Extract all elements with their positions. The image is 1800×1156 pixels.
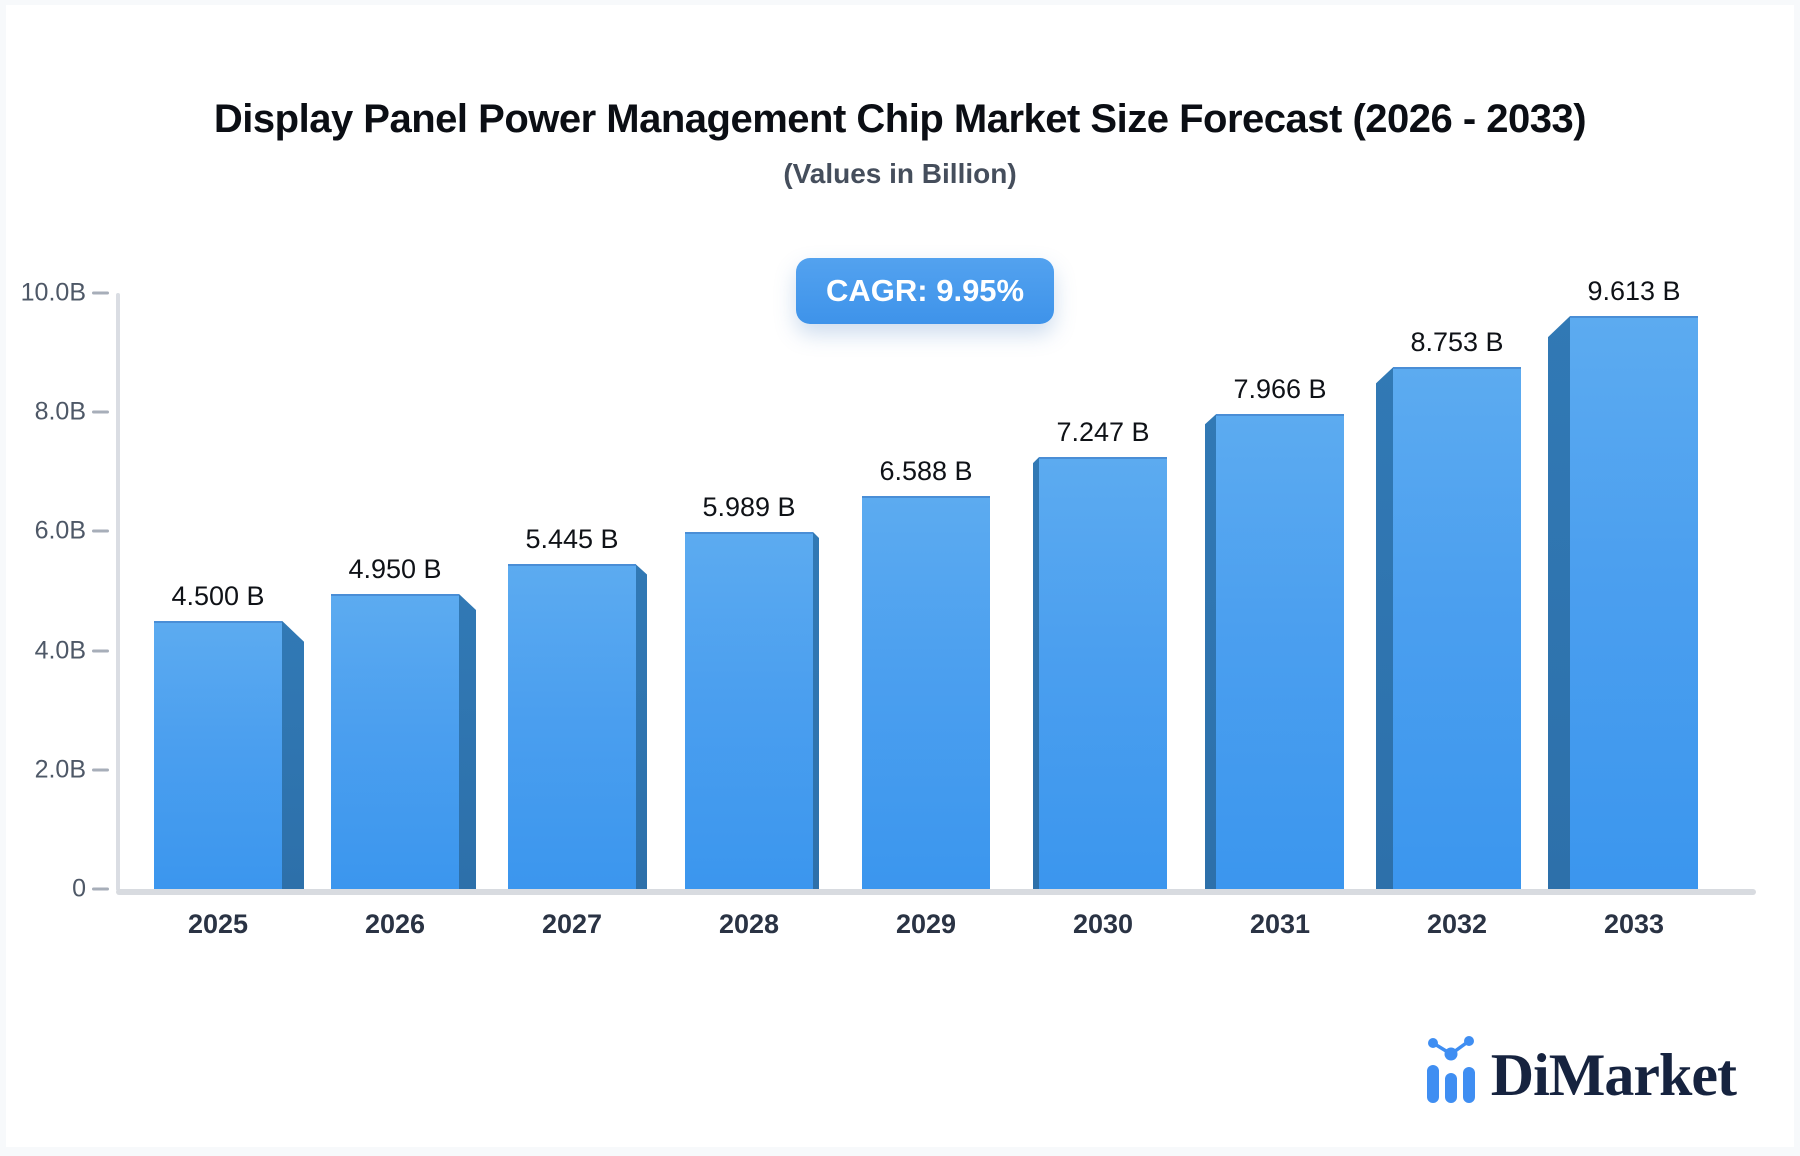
bar-face [862, 496, 990, 889]
bar-2030: 7.247 B 2030 [1033, 417, 1167, 939]
bar-face [331, 593, 459, 889]
y-axis-tick-label: 8.0B [34, 397, 86, 426]
bar-face [154, 620, 282, 889]
chart-card: Display Panel Power Management Chip Mark… [6, 5, 1794, 1147]
y-axis-tick-label: 0 [72, 874, 86, 903]
bar-face [1570, 316, 1698, 889]
bar-2028: 5.989 B 2028 [685, 492, 819, 939]
bar-value-label: 4.500 B [171, 580, 265, 611]
chart-title: Display Panel Power Management Chip Mark… [213, 97, 1587, 141]
x-axis-baseline [116, 889, 1756, 895]
chart-header: Display Panel Power Management Chip Mark… [6, 97, 1794, 190]
bar-2032: 8.753 B 2032 [1376, 327, 1521, 939]
bar-side-3d [1548, 316, 1570, 889]
y-axis-tick-mark [92, 887, 109, 891]
x-axis-category-label: 2030 [1072, 908, 1134, 939]
bar-side-3d [1376, 367, 1393, 889]
bar-side-3d [282, 620, 304, 889]
bar-2031: 7.966 B 2031 [1205, 374, 1344, 939]
bar-value-label: 5.989 B [702, 492, 796, 523]
x-axis-category-label: 2029 [895, 908, 957, 939]
bar-line-chart-icon [1426, 1036, 1475, 1103]
chart-subtitle: (Values in Billion) [783, 158, 1017, 189]
dimarket-logo: DiMarket [1425, 1033, 1737, 1108]
bar-2026: 4.950 B 2026 [331, 554, 476, 939]
x-axis-category-label: 2027 [541, 908, 603, 939]
y-axis-tick-mark [92, 410, 109, 414]
bar-face [685, 532, 813, 889]
bar-face [1216, 414, 1344, 889]
x-axis-category-label: 2032 [1426, 908, 1488, 939]
y-axis-tick-mark [92, 291, 109, 295]
x-axis-category-label: 2028 [718, 908, 780, 939]
logo-text: DiMarket [1490, 1042, 1737, 1108]
bar-side-3d [1205, 414, 1216, 889]
bar-side-3d [1033, 457, 1039, 889]
x-axis-category-label: 2025 [187, 908, 249, 939]
y-axis-tick-mark [92, 768, 109, 772]
x-axis-category-label: 2031 [1249, 908, 1311, 939]
bar-face [508, 564, 636, 889]
bar-2027: 5.445 B 2027 [508, 524, 647, 939]
bar-value-label: 6.588 B [879, 456, 973, 487]
bar-face [1393, 367, 1521, 889]
bar-value-label: 9.613 B [1587, 276, 1681, 307]
bar-chart: 10.0B 8.0B 6.0B 4.0B 2.0B 0 4.500 B 2025 4.950 … [6, 5, 1794, 1147]
x-axis-category-label: 2033 [1603, 908, 1665, 939]
bar-face [1039, 457, 1167, 889]
bar-side-3d [636, 564, 647, 889]
y-axis-tick-label: 2.0B [34, 755, 86, 784]
cagr-badge: CAGR: 9.95% [796, 258, 1055, 324]
bar-2025: 4.500 B 2025 [154, 581, 304, 939]
bar-value-label: 7.247 B [1056, 417, 1150, 448]
y-axis-tick-label: 10.0B [20, 278, 86, 307]
x-axis-category-label: 2026 [364, 908, 426, 939]
y-axis-tick-mark [92, 649, 109, 653]
y-axis-tick-label: 4.0B [34, 636, 86, 665]
bar-side-3d [459, 593, 476, 889]
bar-2033: 9.613 B 2033 [1548, 276, 1698, 939]
bar-value-label: 5.445 B [525, 524, 619, 555]
bar-side-3d [813, 532, 819, 889]
bar-value-label: 4.950 B [348, 553, 442, 584]
y-axis-line [116, 293, 120, 891]
bar-value-label: 7.966 B [1233, 374, 1327, 405]
y-axis-tick-label: 6.0B [34, 516, 86, 545]
bar-value-label: 8.753 B [1410, 327, 1504, 358]
y-axis-tick-mark [92, 529, 109, 533]
bar-2029: 6.588 B 2029 [862, 456, 990, 939]
